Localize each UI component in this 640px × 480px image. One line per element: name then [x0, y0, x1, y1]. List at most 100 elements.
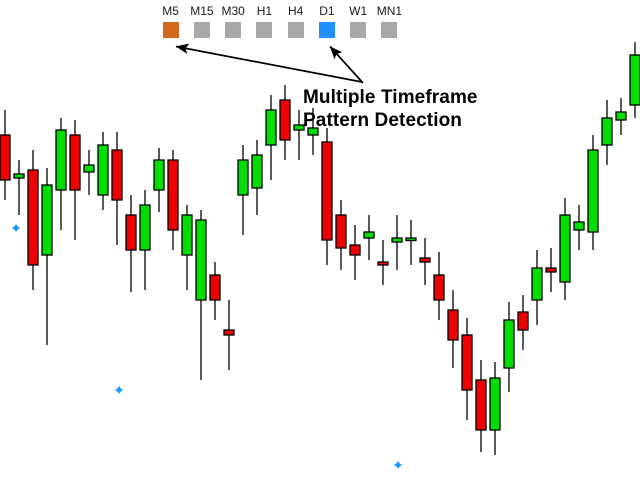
candlestick — [27, 150, 39, 290]
candlestick — [447, 290, 459, 368]
pattern-signal-marker — [11, 223, 21, 233]
candle-body-down — [209, 274, 221, 301]
candle-body-up — [293, 124, 305, 131]
candlestick — [559, 198, 571, 300]
candle-body-up — [587, 149, 599, 233]
candlestick — [377, 240, 389, 285]
candle-body-down — [167, 159, 179, 231]
candle-body-down — [279, 99, 291, 141]
timeframe-state-box[interactable] — [350, 22, 367, 38]
timeframe-label: M5 — [162, 4, 179, 18]
timeframe-button-h1[interactable]: H1 — [247, 4, 281, 38]
candle-body-down — [475, 379, 487, 431]
timeframe-label: MN1 — [376, 4, 403, 18]
candle-body-down — [69, 134, 81, 191]
candle-body-down — [27, 169, 39, 266]
candle-body-up — [391, 237, 403, 243]
candle-body-up — [153, 159, 165, 191]
candle-series — [0, 42, 640, 455]
timeframe-state-box[interactable] — [256, 22, 273, 38]
candle-body-down — [0, 134, 11, 181]
timeframe-label: H1 — [256, 4, 273, 18]
candlestick — [391, 215, 403, 270]
candle-body-down — [517, 311, 529, 331]
candlestick — [167, 150, 179, 250]
candle-body-down — [335, 214, 347, 249]
candle-body-up — [559, 214, 571, 283]
timeframe-button-m30[interactable]: M30 — [216, 4, 250, 38]
candlestick — [349, 225, 361, 280]
candle-body-down — [111, 149, 123, 201]
timeframe-state-box[interactable] — [318, 22, 335, 38]
candlestick — [335, 200, 347, 270]
candlestick — [293, 110, 305, 160]
timeframe-label: M15 — [190, 4, 214, 18]
candlestick — [629, 42, 640, 118]
candlestick — [265, 95, 277, 180]
candlestick — [307, 108, 319, 155]
pattern-signal-markers — [11, 223, 403, 470]
candlestick — [181, 205, 193, 290]
candlestick — [223, 300, 235, 370]
timeframe-button-w1[interactable]: W1 — [341, 4, 375, 38]
candlestick — [125, 195, 137, 292]
candle-body-up — [405, 237, 417, 242]
candle-body-down — [321, 141, 333, 241]
candle-body-up — [41, 184, 53, 256]
candle-body-up — [55, 129, 67, 191]
timeframe-selector[interactable]: M5 M15 M30 H1 H4 D1 W1 MN1 — [155, 4, 405, 46]
timeframe-button-mn1[interactable]: MN1 — [372, 4, 406, 38]
candle-body-up — [307, 127, 319, 136]
candlestick — [531, 250, 543, 325]
candlestick — [587, 135, 599, 250]
candlestick — [0, 110, 11, 200]
candlestick — [475, 360, 487, 452]
pattern-signal-marker — [393, 460, 403, 470]
candle-body-down — [349, 244, 361, 256]
timeframe-state-box[interactable] — [287, 22, 304, 38]
candle-body-down — [419, 257, 431, 263]
timeframe-label: D1 — [319, 4, 335, 18]
timeframe-button-m15[interactable]: M15 — [185, 4, 219, 38]
candle-body-up — [265, 109, 277, 146]
timeframe-state-box[interactable] — [381, 22, 398, 38]
candlestick — [489, 362, 501, 455]
timeframe-state-box[interactable] — [193, 22, 210, 38]
timeframe-label: H4 — [287, 4, 304, 18]
candlestick — [461, 318, 473, 420]
candlestick — [503, 302, 515, 392]
timeframe-label: M30 — [221, 4, 245, 18]
timeframe-state-box[interactable] — [225, 22, 242, 38]
candlestick — [97, 132, 109, 210]
candlestick — [363, 215, 375, 260]
timeframe-button-m5[interactable]: M5 — [154, 4, 188, 38]
candle-body-up — [601, 117, 613, 146]
candlestick — [419, 238, 431, 285]
candlestick — [251, 140, 263, 215]
candlestick — [83, 150, 95, 195]
candle-body-up — [251, 154, 263, 189]
candlestick — [615, 98, 627, 135]
timeframe-button-d1[interactable]: D1 — [310, 4, 344, 38]
candle-body-up — [97, 144, 109, 196]
candle-body-up — [363, 231, 375, 239]
candle-body-down — [223, 329, 235, 336]
candlestick — [209, 262, 221, 320]
candle-body-up — [629, 54, 640, 106]
candle-body-up — [237, 159, 249, 196]
timeframe-button-h4[interactable]: H4 — [279, 4, 313, 38]
timeframe-state-box[interactable] — [162, 22, 179, 38]
candlestick — [517, 295, 529, 350]
pattern-signal-marker — [114, 385, 124, 395]
candlestick — [433, 252, 445, 320]
candle-body-down — [447, 309, 459, 341]
candle-body-up — [13, 173, 25, 179]
candlestick — [41, 168, 53, 345]
candlestick — [279, 85, 291, 160]
candlestick — [545, 248, 557, 292]
candlestick — [237, 145, 249, 235]
candle-body-up — [83, 164, 95, 173]
